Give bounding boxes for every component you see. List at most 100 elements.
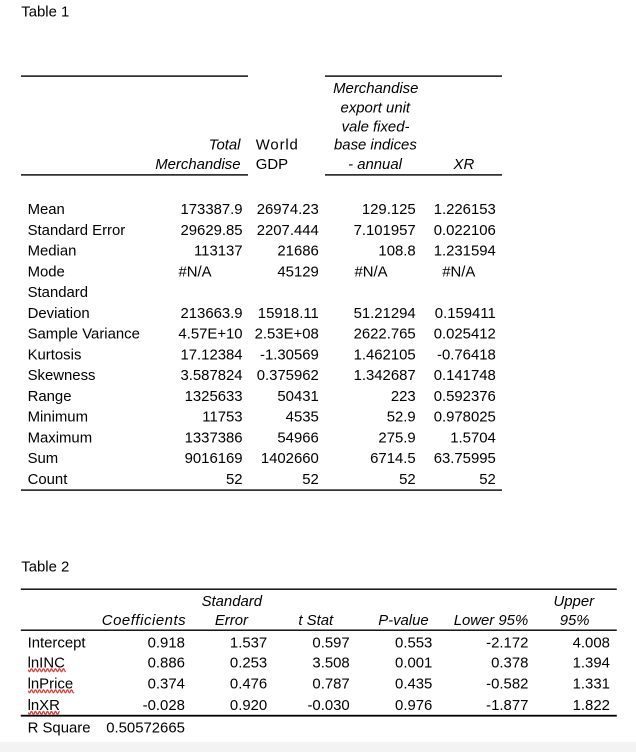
svg-text:52: 52 bbox=[302, 472, 319, 488]
svg-text:0.025412: 0.025412 bbox=[434, 327, 496, 343]
svg-text:4535: 4535 bbox=[286, 410, 319, 426]
svg-text:lnINC: lnINC bbox=[28, 655, 65, 671]
svg-text:2.53E+08: 2.53E+08 bbox=[255, 327, 319, 343]
svg-text:6714.5: 6714.5 bbox=[370, 451, 416, 467]
svg-text:0.976: 0.976 bbox=[395, 698, 432, 714]
svg-text:0.141748: 0.141748 bbox=[434, 368, 496, 384]
svg-text:95%: 95% bbox=[560, 613, 590, 629]
svg-text:0.159411: 0.159411 bbox=[435, 306, 496, 322]
svg-text:275.9: 275.9 bbox=[378, 430, 415, 446]
svg-text:173387.9: 173387.9 bbox=[180, 202, 242, 218]
svg-text:52: 52 bbox=[399, 472, 416, 488]
svg-text:113137: 113137 bbox=[194, 244, 243, 260]
svg-text:-1.30569: -1.30569 bbox=[260, 347, 319, 363]
svg-text:0.886: 0.886 bbox=[148, 655, 185, 671]
svg-text:52: 52 bbox=[479, 472, 496, 488]
svg-text:Upper: Upper bbox=[554, 594, 596, 610]
svg-text:0.253: 0.253 bbox=[230, 655, 267, 671]
svg-text:Table 1: Table 1 bbox=[21, 5, 69, 21]
svg-text:0.378: 0.378 bbox=[491, 655, 528, 671]
svg-text:Standard Error: Standard Error bbox=[28, 223, 126, 239]
svg-text:29629.85: 29629.85 bbox=[180, 223, 242, 239]
svg-text:1.537: 1.537 bbox=[230, 636, 267, 652]
svg-text:Standard: Standard bbox=[202, 594, 263, 610]
svg-text:Intercept: Intercept bbox=[28, 636, 87, 652]
svg-text:3.587824: 3.587824 bbox=[180, 368, 242, 384]
svg-text:4.57E+10: 4.57E+10 bbox=[178, 327, 242, 343]
svg-text:lnPrice: lnPrice bbox=[28, 676, 74, 692]
svg-text:0.476: 0.476 bbox=[230, 676, 267, 692]
svg-text:0.374: 0.374 bbox=[148, 676, 185, 692]
svg-text:-0.582: -0.582 bbox=[486, 676, 528, 692]
svg-text:Mode: Mode bbox=[28, 264, 65, 280]
svg-text:World: World bbox=[256, 138, 299, 154]
svg-text:1402660: 1402660 bbox=[261, 451, 319, 467]
svg-text:0.787: 0.787 bbox=[312, 676, 349, 692]
svg-text:0.022106: 0.022106 bbox=[434, 223, 496, 239]
svg-text:Coefficients: Coefficients bbox=[102, 613, 186, 629]
svg-text:129.125: 129.125 bbox=[362, 202, 416, 218]
svg-text:50431: 50431 bbox=[277, 389, 318, 405]
svg-text:0.920: 0.920 bbox=[230, 698, 267, 714]
svg-text:Lower 95%: Lower 95% bbox=[454, 613, 529, 629]
svg-text:0.918: 0.918 bbox=[148, 636, 185, 652]
svg-text:108.8: 108.8 bbox=[378, 244, 415, 260]
svg-text:#N/A: #N/A bbox=[178, 264, 211, 280]
svg-text:0.592376: 0.592376 bbox=[434, 389, 496, 405]
svg-text:26974.23: 26974.23 bbox=[257, 202, 319, 218]
svg-text:52.9: 52.9 bbox=[387, 410, 416, 426]
svg-text:-1.877: -1.877 bbox=[486, 698, 528, 714]
svg-text:63.75995: 63.75995 bbox=[434, 451, 496, 467]
svg-text:52: 52 bbox=[226, 472, 243, 488]
svg-text:-0.028: -0.028 bbox=[143, 698, 185, 714]
svg-text:Sample Variance: Sample Variance bbox=[28, 327, 140, 343]
svg-text:0.375962: 0.375962 bbox=[257, 368, 319, 384]
svg-text:t Stat: t Stat bbox=[298, 613, 334, 629]
svg-text:54966: 54966 bbox=[277, 430, 318, 446]
svg-text:export unit: export unit bbox=[341, 101, 411, 117]
svg-text:-2.172: -2.172 bbox=[486, 636, 528, 652]
svg-text:11753: 11753 bbox=[202, 410, 242, 426]
svg-text:Total: Total bbox=[209, 138, 241, 154]
svg-text:1325633: 1325633 bbox=[185, 389, 243, 405]
svg-text:XR: XR bbox=[453, 157, 475, 173]
svg-text:7.101957: 7.101957 bbox=[354, 223, 416, 239]
svg-text:-0.76418: -0.76418 bbox=[437, 347, 496, 363]
svg-text:213663.9: 213663.9 bbox=[180, 306, 242, 322]
svg-text:21686: 21686 bbox=[277, 244, 318, 260]
svg-text:Deviation: Deviation bbox=[28, 306, 90, 322]
svg-text:1.822: 1.822 bbox=[573, 698, 610, 714]
svg-text:1.462105: 1.462105 bbox=[354, 347, 416, 363]
svg-text:223: 223 bbox=[391, 389, 416, 405]
svg-text:-0.030: -0.030 bbox=[307, 698, 349, 714]
svg-text:#N/A: #N/A bbox=[354, 264, 387, 280]
svg-text:2622.765: 2622.765 bbox=[354, 327, 416, 343]
svg-text:P-value: P-value bbox=[378, 613, 429, 629]
svg-text:1.226153: 1.226153 bbox=[434, 202, 496, 218]
svg-text:51.21294: 51.21294 bbox=[354, 306, 416, 322]
svg-text:1337386: 1337386 bbox=[185, 430, 243, 446]
svg-text:- annual: - annual bbox=[348, 157, 403, 173]
svg-text:4.008: 4.008 bbox=[573, 636, 610, 652]
svg-text:17.12384: 17.12384 bbox=[180, 347, 242, 363]
svg-text:Median: Median bbox=[28, 244, 77, 260]
svg-text:GDP: GDP bbox=[256, 157, 288, 173]
svg-text:1.5704: 1.5704 bbox=[450, 430, 496, 446]
svg-text:Kurtosis: Kurtosis bbox=[28, 347, 82, 363]
svg-text:0.435: 0.435 bbox=[395, 676, 432, 692]
svg-text:0.553: 0.553 bbox=[395, 636, 432, 652]
svg-text:0.50572665: 0.50572665 bbox=[106, 720, 185, 736]
svg-text:15918.11: 15918.11 bbox=[258, 306, 319, 322]
svg-text:Maximum: Maximum bbox=[28, 430, 93, 446]
svg-text:1.231594: 1.231594 bbox=[434, 244, 496, 260]
svg-text:2207.444: 2207.444 bbox=[257, 223, 319, 239]
svg-text:1.331: 1.331 bbox=[573, 676, 610, 692]
svg-text:vale fixed-: vale fixed- bbox=[342, 119, 410, 135]
svg-text:#N/A: #N/A bbox=[442, 264, 475, 280]
svg-text:Standard: Standard bbox=[28, 285, 88, 301]
svg-text:45129: 45129 bbox=[277, 264, 318, 280]
svg-text:Skewness: Skewness bbox=[28, 368, 96, 384]
svg-text:9016169: 9016169 bbox=[185, 451, 243, 467]
svg-text:0.978025: 0.978025 bbox=[434, 410, 496, 426]
svg-text:Minimum: Minimum bbox=[28, 410, 88, 426]
